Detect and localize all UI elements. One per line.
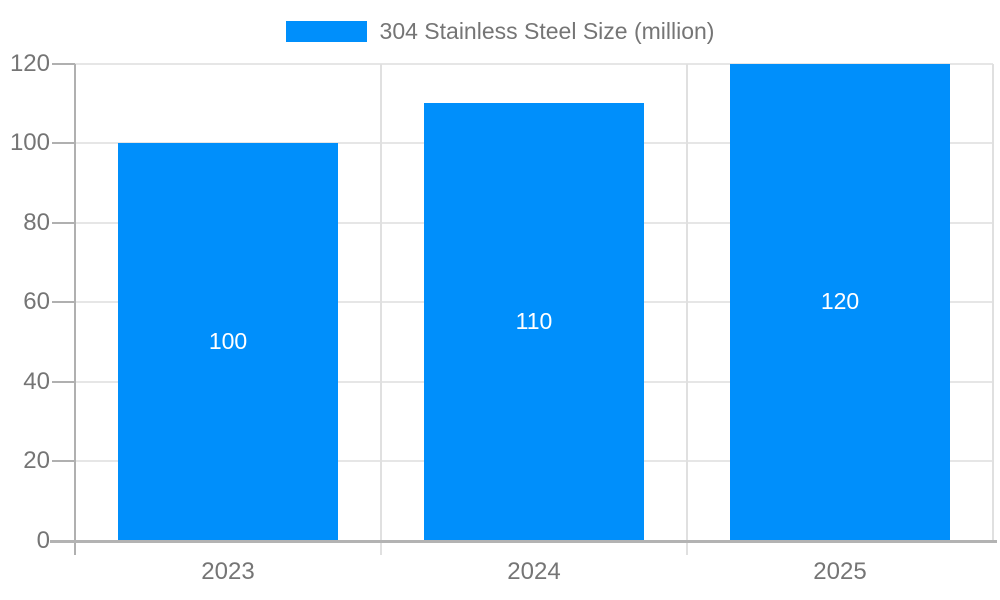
bar-2025[interactable] [730,63,950,540]
y-axis-tick-label: 120 [9,49,50,77]
legend: 304 Stainless Steel Size (million) [0,18,1000,45]
y-axis-tick [52,301,75,303]
category-separator [380,63,382,555]
y-axis-tick-label: 100 [9,129,50,156]
category-separator [686,63,688,555]
y-axis-tick [52,62,75,65]
y-axis-tick [52,460,75,462]
x-axis-tick-label: 2023 [201,558,255,585]
y-axis-tick-label: 80 [23,208,50,236]
plot-right-border [992,63,994,541]
x-axis-line [50,539,997,543]
y-axis-tick [52,221,75,224]
bar-value-label: 120 [820,288,860,314]
bar-value-label: 100 [208,327,248,354]
gridline [75,62,993,65]
y-axis-tick [52,380,75,383]
y-axis-tick-label: 40 [23,367,50,395]
bar-2024[interactable] [424,103,644,540]
y-axis-tick-label: 20 [23,447,50,474]
y-axis-tick-label: 60 [23,288,50,315]
y-axis-tick-label: 0 [36,526,50,554]
x-axis-tick-label: 2025 [813,558,867,585]
y-axis-line [74,63,76,555]
legend-swatch-icon[interactable] [285,21,367,42]
bar-value-label: 110 [515,307,553,334]
bar-2023[interactable] [118,143,338,540]
y-axis-tick [52,142,75,144]
legend-label[interactable]: 304 Stainless Steel Size (million) [379,18,715,44]
x-axis-tick-label: 2024 [507,558,561,585]
